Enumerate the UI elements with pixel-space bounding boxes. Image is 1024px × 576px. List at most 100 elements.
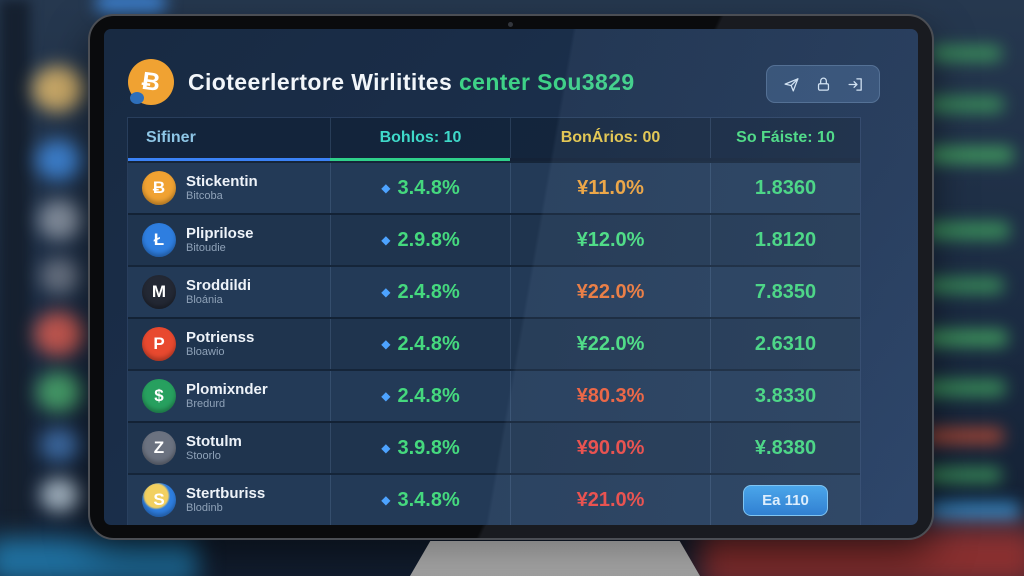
up-arrow-icon: ◆ xyxy=(381,181,391,195)
change-percent: 3.4.8% xyxy=(397,488,460,511)
lock-icon[interactable] xyxy=(815,76,832,93)
background-value-blur xyxy=(924,222,1010,239)
logo-glyph: Ƀ xyxy=(140,66,162,97)
asset-names: Pliprilose Bitoudie xyxy=(186,225,254,256)
background-sidebar-strip xyxy=(0,0,30,576)
asset-name: Pliprilose xyxy=(186,224,254,242)
change-percent: 2.4.8% xyxy=(397,280,460,303)
column-header-asset[interactable]: Sifiner xyxy=(146,129,196,146)
rate-percent: ¥90.0% xyxy=(576,436,645,459)
app-logo-icon: Ƀ xyxy=(128,59,174,105)
coin-icon: $ xyxy=(142,379,176,413)
asset-table: Sifiner Bohlos: 10 BonÁrios: 00 So Fáist… xyxy=(127,117,861,525)
rate-percent: ¥11.0% xyxy=(577,176,644,199)
asset-subtitle: Blodinb xyxy=(186,502,223,515)
monitor-stand xyxy=(410,541,700,576)
screen: Ƀ Cioteerlertore Wirlitites center Sou38… xyxy=(104,29,918,525)
price-value: 7.8350 xyxy=(754,280,817,303)
asset-subtitle: Bitcoba xyxy=(186,190,223,203)
background-coin-blob xyxy=(36,372,82,412)
table-row[interactable]: S Stertburiss Blodinb ◆ 3.4.8% ¥21.0% Ea… xyxy=(128,473,860,525)
page-title-accent: center Sou3829 xyxy=(458,69,635,95)
asset-names: Stickentin Bitcoba xyxy=(186,173,258,204)
underline-green xyxy=(330,158,510,161)
price-value: 3.8330 xyxy=(754,384,817,407)
asset-name: Potrienss xyxy=(186,328,255,346)
coin-icon: S xyxy=(142,483,176,517)
rate-percent: ¥80.3% xyxy=(576,384,645,407)
background-value-blur xyxy=(922,330,1008,346)
background-coin-blob xyxy=(38,200,82,240)
background-coin-blob xyxy=(36,140,82,180)
asset-subtitle: Bitoudie xyxy=(186,242,226,255)
up-arrow-icon: ◆ xyxy=(381,389,391,403)
up-arrow-icon: ◆ xyxy=(381,337,391,351)
rate-percent: ¥22.0% xyxy=(576,280,645,303)
change-percent: 3.9.8% xyxy=(397,436,460,459)
asset-name: Stickentin xyxy=(186,172,258,190)
toolbar xyxy=(766,65,880,103)
asset-subtitle: Bloánia xyxy=(186,294,223,307)
coin-icon: Ł xyxy=(142,223,176,257)
change-percent: 2.4.8% xyxy=(397,332,460,355)
action-button[interactable]: Ea 110 xyxy=(743,484,828,516)
table-row[interactable]: Ƀ Stickentin Bitcoba ◆ 3.4.8% ¥11.0% 1.8… xyxy=(128,161,860,213)
header-underline xyxy=(128,158,860,161)
background-coin-blob xyxy=(32,66,84,112)
asset-name: Plomixnder xyxy=(186,380,268,398)
background-value-blur xyxy=(926,147,1014,163)
page-title: Cioteerlertore Wirlitites center Sou3829 xyxy=(188,69,635,96)
background-coin-blob xyxy=(34,312,84,356)
asset-names: Plomixnder Bredurd xyxy=(186,381,268,412)
price-value: 1.8120 xyxy=(754,228,817,251)
background-value-blur xyxy=(924,278,1004,293)
price-value: 2.6310 xyxy=(754,332,817,355)
up-arrow-icon: ◆ xyxy=(381,233,391,247)
table-row[interactable]: P Potrienss Bloawio ◆ 2.4.8% ¥22.0% 2.63… xyxy=(128,317,860,369)
page-title-main: Cioteerlertore Wirlitites xyxy=(188,69,453,95)
background-value-blur xyxy=(924,468,1002,482)
asset-name: Stotulm xyxy=(186,432,242,450)
send-icon[interactable] xyxy=(783,76,800,93)
background-blur-blob xyxy=(0,538,198,576)
background-coin-blob xyxy=(40,428,80,462)
price-value: ¥.8380 xyxy=(754,436,817,459)
change-percent: 2.4.8% xyxy=(397,384,460,407)
coin-icon: P xyxy=(142,327,176,361)
asset-names: Sroddildi Bloánia xyxy=(186,277,251,308)
price-value: 1.8360 xyxy=(754,176,817,199)
change-percent: 2.9.8% xyxy=(397,228,460,251)
coin-icon: M xyxy=(142,275,176,309)
background-value-blur xyxy=(928,502,1020,524)
logout-icon[interactable] xyxy=(847,76,864,93)
change-percent: 3.4.8% xyxy=(397,176,460,199)
table-row[interactable]: Ł Pliprilose Bitoudie ◆ 2.9.8% ¥12.0% 1.… xyxy=(128,213,860,265)
table-row[interactable]: M Sroddildi Bloánia ◆ 2.4.8% ¥22.0% 7.83… xyxy=(128,265,860,317)
column-header-price[interactable]: So Fáiste: 10 xyxy=(710,118,860,158)
rate-percent: ¥22.0% xyxy=(576,332,645,355)
table-body: Ƀ Stickentin Bitcoba ◆ 3.4.8% ¥11.0% 1.8… xyxy=(128,161,860,525)
background-blur-blob xyxy=(96,0,166,12)
background-value-blur xyxy=(924,428,1004,444)
monitor-bezel: Ƀ Cioteerlertore Wirlitites center Sou38… xyxy=(88,14,934,540)
table-row[interactable]: Z Stotulm Stoorlo ◆ 3.9.8% ¥90.0% ¥.8380 xyxy=(128,421,860,473)
rate-percent: ¥21.0% xyxy=(576,488,645,511)
asset-subtitle: Bloawio xyxy=(186,346,225,359)
background-coin-blob xyxy=(40,258,80,294)
table-header-row: Sifiner Bohlos: 10 BonÁrios: 00 So Fáist… xyxy=(128,118,860,158)
background-value-blur xyxy=(930,46,1002,61)
up-arrow-icon: ◆ xyxy=(381,493,391,507)
asset-name: Sroddildi xyxy=(186,276,251,294)
up-arrow-icon: ◆ xyxy=(381,441,391,455)
background-coin-blob xyxy=(40,478,80,512)
coin-icon: Ƀ xyxy=(142,171,176,205)
rate-percent: ¥12.0% xyxy=(576,228,645,251)
column-header-change[interactable]: Bohlos: 10 xyxy=(330,118,510,158)
table-row[interactable]: $ Plomixnder Bredurd ◆ 2.4.8% ¥80.3% 3.8… xyxy=(128,369,860,421)
underline-blue xyxy=(128,158,330,161)
asset-subtitle: Bredurd xyxy=(186,398,226,411)
background-value-blur xyxy=(926,97,1004,112)
coin-icon: Z xyxy=(142,431,176,465)
asset-name: Stertburiss xyxy=(186,484,266,502)
column-header-rate[interactable]: BonÁrios: 00 xyxy=(510,118,710,158)
